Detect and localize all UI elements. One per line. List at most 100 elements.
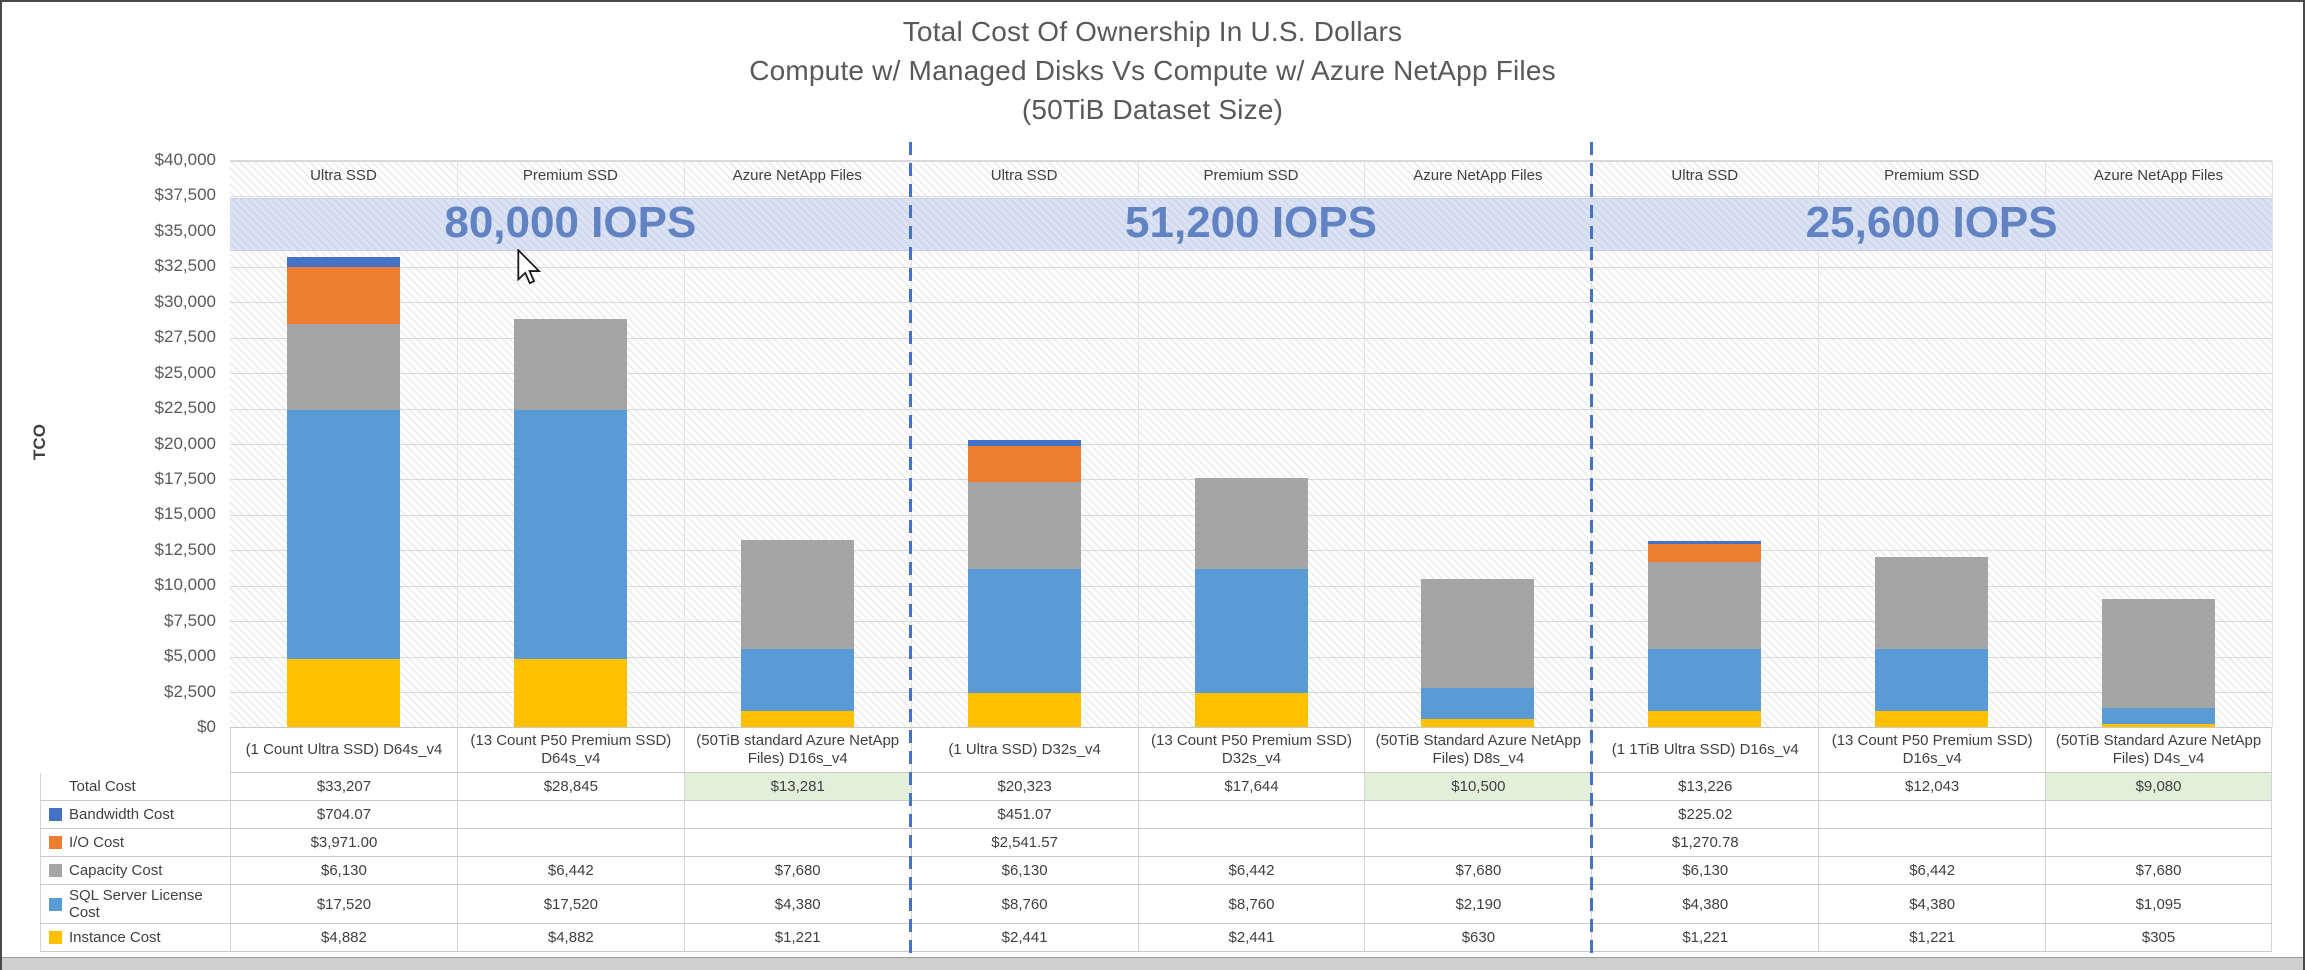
category-label: (50TiB Standard Azure NetApp Files) D4s_… bbox=[2045, 727, 2272, 773]
bar-segment-capacity-cost bbox=[513, 319, 627, 411]
table-value-cell: $6,130 bbox=[910, 857, 1138, 885]
legend-swatch bbox=[49, 808, 62, 821]
table-value-cell: $17,644 bbox=[1137, 773, 1365, 801]
bar-segment-sql-server-license-cost bbox=[286, 410, 400, 659]
table-row-label: Capacity Cost bbox=[40, 857, 230, 885]
bar-segment-instance-cost bbox=[1421, 719, 1535, 728]
y-tick-label: $12,500 bbox=[154, 539, 216, 559]
table-value-cell: $2,441 bbox=[910, 924, 1138, 952]
bar-segment-bandwidth-cost bbox=[1648, 540, 1762, 544]
bar-segment-sql-server-license-cost bbox=[1421, 688, 1535, 720]
legend-swatch bbox=[49, 897, 62, 911]
bar-segment-sql-server-license-cost bbox=[1194, 569, 1308, 694]
chart-title-line3: (50TiB Dataset Size) bbox=[1021, 94, 1284, 125]
y-tick-label: $30,000 bbox=[154, 291, 216, 311]
table-value-cell: $28,845 bbox=[456, 773, 684, 801]
table-value-cell bbox=[456, 829, 684, 857]
table-value-cell: $1,221 bbox=[1591, 924, 1819, 952]
table-value-cell: $6,130 bbox=[230, 857, 457, 885]
plot-area: 80,000 IOPS 51,200 IOPS 25,600 IOPS Ultra S… bbox=[230, 160, 2273, 729]
series-column-header: Azure NetApp Files bbox=[732, 167, 862, 184]
group-separator-dashed-line bbox=[909, 142, 913, 956]
bar-segment-capacity-cost bbox=[1421, 579, 1535, 689]
table-value-cell: $2,541.57 bbox=[910, 829, 1138, 857]
bar-segment-capacity-cost bbox=[967, 482, 1081, 570]
table-value-cell: $4,380 bbox=[1818, 885, 2046, 924]
y-tick-label: $15,000 bbox=[154, 504, 216, 524]
bar-segment-i-o-cost bbox=[286, 267, 400, 324]
y-tick-label: $7,500 bbox=[164, 610, 216, 630]
legend-swatch bbox=[49, 836, 62, 849]
column-gridline bbox=[1138, 161, 1139, 727]
table-value-cell: $6,442 bbox=[1818, 857, 2046, 885]
table-value-cell: $704.07 bbox=[230, 801, 457, 829]
series-column-header: Premium SSD bbox=[1203, 167, 1299, 184]
y-tick-label: $40,000 bbox=[154, 150, 216, 169]
table-value-cell: $2,190 bbox=[1364, 885, 1592, 924]
category-label: (50TiB standard Azure NetApp Files) D16s… bbox=[683, 727, 911, 773]
gridline bbox=[230, 337, 2272, 339]
legend-swatch bbox=[49, 864, 62, 877]
bar-segment-instance-cost bbox=[740, 710, 854, 728]
table-value-cell bbox=[1364, 829, 1592, 857]
table-value-cell: $4,882 bbox=[230, 924, 457, 952]
table-value-cell: $6,130 bbox=[1591, 857, 1819, 885]
table-value-cell bbox=[2045, 801, 2272, 829]
legend-swatch bbox=[49, 931, 62, 944]
chart-title-line1: Total Cost Of Ownership In U.S. Dollars bbox=[902, 16, 1403, 47]
category-label: (13 Count P50 Premium SSD) D16s_v4 bbox=[1818, 727, 2046, 773]
table-value-cell: $13,281 bbox=[683, 773, 911, 801]
y-tick-label: $5,000 bbox=[164, 646, 216, 666]
table-value-cell: $6,442 bbox=[456, 857, 684, 885]
iops-band-label: 80,000 IOPS bbox=[444, 198, 697, 248]
table-value-cell: $305 bbox=[2045, 924, 2272, 952]
table-value-cell: $17,520 bbox=[230, 885, 457, 924]
window-bottom-edge bbox=[2, 957, 2303, 970]
y-tick-label: $0 bbox=[197, 717, 216, 736]
bar-segment-instance-cost bbox=[1194, 693, 1308, 728]
bar-segment-instance-cost bbox=[1648, 710, 1762, 728]
table-value-cell: $17,520 bbox=[456, 885, 684, 924]
series-column-header: Ultra SSD bbox=[990, 167, 1058, 184]
series-column-header: Ultra SSD bbox=[1671, 167, 1739, 184]
table-value-cell bbox=[1818, 829, 2046, 857]
table-value-cell: $20,323 bbox=[910, 773, 1138, 801]
table-value-cell: $1,095 bbox=[2045, 885, 2272, 924]
table-value-cell: $8,760 bbox=[1137, 885, 1365, 924]
bar-segment-capacity-cost bbox=[740, 539, 854, 649]
y-tick-label: $37,500 bbox=[154, 185, 216, 205]
table-row-label: Total Cost bbox=[40, 773, 230, 801]
table-value-cell bbox=[456, 801, 684, 829]
bar-segment-instance-cost bbox=[286, 658, 400, 728]
bar-segment-instance-cost bbox=[967, 693, 1081, 728]
y-tick-label: $20,000 bbox=[154, 433, 216, 453]
category-label: (13 Count P50 Premium SSD) D32s_v4 bbox=[1137, 727, 1365, 773]
table-value-cell bbox=[1364, 801, 1592, 829]
table-row-label: SQL Server License Cost bbox=[40, 885, 230, 924]
gridline bbox=[230, 266, 2272, 268]
bar-segment-bandwidth-cost bbox=[967, 439, 1081, 447]
table-value-cell: $8,760 bbox=[910, 885, 1138, 924]
y-tick-label: $35,000 bbox=[154, 220, 216, 240]
series-column-header: Azure NetApp Files bbox=[1413, 167, 1543, 184]
table-value-cell: $1,221 bbox=[1818, 924, 2046, 952]
bar-segment-capacity-cost bbox=[1875, 557, 1989, 649]
series-column-header: Premium SSD bbox=[1884, 167, 1980, 184]
table-row-label: I/O Cost bbox=[40, 829, 230, 857]
series-column-header: Ultra SSD bbox=[310, 167, 377, 184]
bar-segment-instance-cost bbox=[2102, 723, 2216, 728]
bar-segment-bandwidth-cost bbox=[286, 257, 400, 268]
category-label: (50TiB Standard Azure NetApp Files) D8s_… bbox=[1364, 727, 1592, 773]
table-value-cell: $10,500 bbox=[1364, 773, 1592, 801]
iops-band: 80,000 IOPS 51,200 IOPS 25,600 IOPS bbox=[230, 197, 2272, 251]
table-value-cell: $451.07 bbox=[910, 801, 1138, 829]
y-axis-title: TCO bbox=[30, 424, 49, 460]
series-column-header: Premium SSD bbox=[522, 167, 618, 184]
table-value-cell: $2,441 bbox=[1137, 924, 1365, 952]
bar-segment-sql-server-license-cost bbox=[1875, 648, 1989, 711]
table-value-cell: $7,680 bbox=[1364, 857, 1592, 885]
y-tick-label: $2,500 bbox=[164, 681, 216, 701]
table-value-cell bbox=[2045, 829, 2272, 857]
bar-segment-i-o-cost bbox=[967, 446, 1081, 483]
